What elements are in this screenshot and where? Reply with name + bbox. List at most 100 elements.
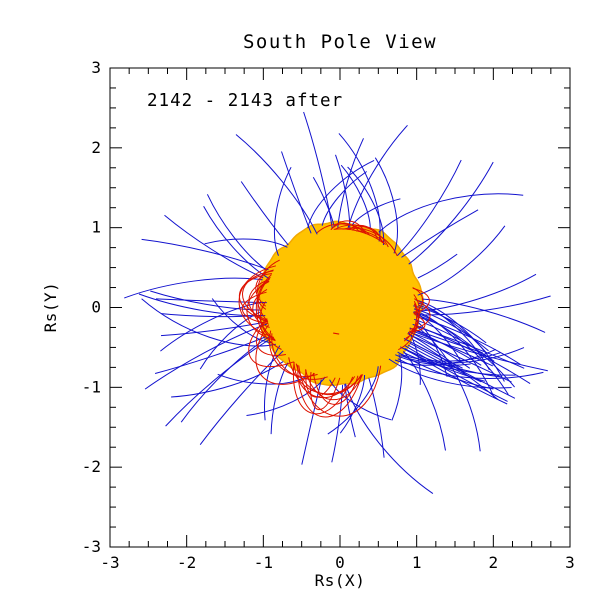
y-axis-label: Rs(Y) [41, 282, 60, 333]
open-field-line [417, 273, 537, 312]
open-field-line [301, 379, 322, 465]
open-field-line [413, 311, 509, 395]
closed-field-loop [334, 224, 389, 248]
open-field-line [417, 253, 458, 279]
closed-field-loop [333, 228, 385, 244]
open-field-line [409, 342, 516, 399]
open-field-line [264, 345, 281, 421]
open-field-line [347, 124, 408, 229]
y-tick-label: -3 [82, 537, 101, 556]
closed-field-loop [255, 319, 286, 356]
open-field-line [329, 379, 392, 421]
closed-field-loop [271, 333, 328, 380]
closed-field-loop [255, 269, 274, 307]
y-tick-label: -1 [82, 377, 101, 396]
open-field-line [421, 298, 546, 333]
closed-field-loop [252, 288, 270, 328]
open-field-line [281, 151, 312, 234]
closed-field-loop [238, 265, 277, 338]
open-field-line [415, 333, 548, 372]
open-field-line [321, 171, 367, 226]
closed-field-loop [412, 287, 424, 314]
sun-disk-layer [257, 220, 425, 387]
open-field-line [273, 166, 292, 256]
closed-field-loop [268, 330, 318, 377]
closed-field-loop [330, 220, 367, 234]
x-tick-label: 2 [489, 553, 499, 572]
axes-layer: -3 -2 -1 0 1 2 3 -3 -2 -1 0 1 2 3 [82, 58, 575, 572]
open-field-line [409, 334, 512, 383]
open-field-line [150, 290, 260, 311]
y-tick-label: 3 [91, 58, 101, 77]
open-field-line [240, 181, 289, 246]
closed-field-loop [309, 371, 341, 411]
open-field-line [401, 209, 479, 258]
closed-field-loop [256, 259, 280, 322]
open-field-line [340, 164, 371, 229]
open-field-line [141, 298, 276, 347]
open-field-line [396, 159, 462, 257]
open-field-line [335, 154, 351, 230]
y-tick-label: 0 [91, 298, 101, 317]
open-field-line [404, 347, 508, 405]
open-field-line [235, 134, 318, 235]
y-tick-label: -2 [82, 457, 101, 476]
closed-field-loop [312, 372, 359, 405]
open-field-line [344, 383, 434, 495]
open-field-line [160, 301, 263, 352]
open-field-line [415, 299, 505, 382]
open-field-line [391, 354, 403, 421]
x-tick-label: 3 [565, 553, 575, 572]
closed-field-loop [403, 303, 418, 342]
x-tick-label: 0 [335, 553, 345, 572]
open-field-line [405, 348, 503, 378]
closed-field-loop [256, 280, 270, 310]
closed-field-loop [298, 365, 382, 417]
closed-field-loop [408, 312, 426, 332]
open-field-line [414, 318, 495, 362]
open-field-line [154, 336, 266, 374]
closed-field-lines-layer [238, 220, 431, 418]
closed-field-loop [297, 364, 363, 418]
open-field-line [331, 384, 344, 463]
y-tick-label: 1 [91, 218, 101, 237]
open-field-line [378, 193, 524, 233]
x-tick-label: 1 [412, 553, 422, 572]
open-field-line [417, 225, 506, 296]
open-field-line [394, 348, 497, 366]
closed-field-loop [242, 270, 274, 321]
open-field-line [338, 133, 381, 242]
x-axis-label: Rs(X) [315, 571, 366, 590]
open-field-line [161, 313, 263, 318]
open-field-line [141, 238, 269, 271]
open-field-line [155, 298, 267, 304]
sun [257, 220, 425, 387]
closed-field-loop [292, 361, 354, 415]
open-field-line [203, 205, 270, 280]
closed-field-loop [316, 223, 367, 235]
closed-field-loop [405, 303, 420, 339]
annotation-label: 2142 - 2143 after [147, 91, 343, 111]
open-field-line [312, 176, 335, 228]
closed-field-loop [305, 369, 363, 401]
open-field-line [164, 214, 264, 279]
open-field-line [337, 138, 364, 228]
center-mark [333, 332, 340, 335]
open-field-line [388, 358, 512, 389]
open-field-line [404, 344, 508, 402]
closed-field-loop [255, 324, 316, 385]
open-field-line [416, 320, 448, 377]
y-tick-label: 2 [91, 138, 101, 157]
open-field-line [416, 316, 521, 365]
open-field-line [204, 238, 288, 248]
open-field-line [180, 336, 270, 423]
open-field-line [397, 351, 494, 390]
open-field-line [199, 350, 284, 445]
closed-field-loop [288, 357, 363, 395]
open-field-line [416, 314, 515, 388]
x-tick-label: -3 [100, 553, 119, 572]
open-field-line [339, 374, 366, 434]
open-field-line [414, 295, 551, 316]
